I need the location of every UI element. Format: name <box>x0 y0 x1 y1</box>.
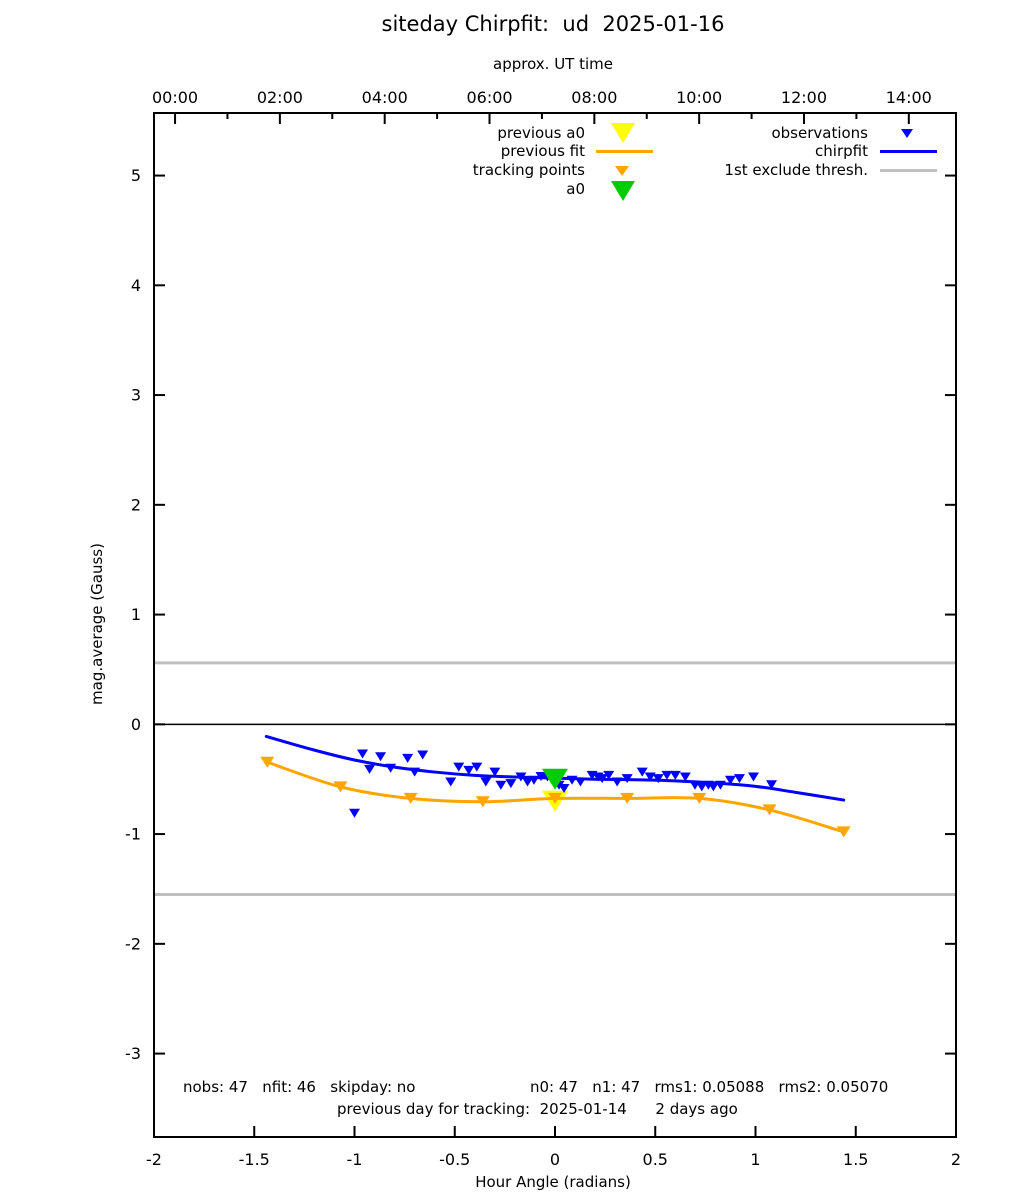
ut-axis-title: approx. UT time <box>493 55 613 73</box>
x-tick-label: 0.5 <box>643 1150 668 1169</box>
y-axis-title: mag.average (Gauss) <box>88 543 106 705</box>
observation-marker <box>471 762 483 772</box>
y-tick-label: -2 <box>125 934 141 953</box>
tracking-point-marker <box>475 796 490 808</box>
stats-counts: nobs: 47 nfit: 46 skipday: no <box>183 1078 416 1096</box>
observation-marker <box>495 780 507 790</box>
tracking-point-marker <box>333 781 348 793</box>
y-tick-label: 3 <box>131 386 141 405</box>
a0-marker <box>542 768 568 790</box>
x-axis-title: Hour Angle (radians) <box>475 1173 631 1191</box>
observation-marker <box>349 808 360 818</box>
previous-a0-legend-icon <box>611 123 635 143</box>
plot-border <box>153 112 957 1138</box>
ut-tick-label: 08:00 <box>571 88 617 107</box>
chirpfit-legend-icon <box>880 150 937 153</box>
y-tick-label: 0 <box>131 715 141 734</box>
y-tick-label: 5 <box>131 166 141 185</box>
observation-marker <box>661 770 673 780</box>
tracking-point-marker <box>762 804 777 816</box>
legend-label-previous-a0: previous a0 <box>497 124 585 142</box>
observation-marker <box>522 777 534 787</box>
a0-legend-icon <box>611 181 635 201</box>
ut-tick-label: 12:00 <box>781 88 827 107</box>
observation-marker <box>733 774 745 784</box>
ut-tick-label: 00:00 <box>152 88 198 107</box>
observation-marker <box>724 775 736 785</box>
y-tick-label: 4 <box>131 276 141 295</box>
observation-marker <box>505 779 517 789</box>
observation-marker <box>489 767 501 777</box>
x-tick-label: -2 <box>146 1150 162 1169</box>
ut-tick-label: 06:00 <box>466 88 512 107</box>
tracking-point-marker <box>836 826 851 838</box>
x-tick-label: 2 <box>951 1150 961 1169</box>
observation-marker <box>375 752 387 762</box>
y-tick-label: -3 <box>125 1044 141 1063</box>
stats-fit-quality: n0: 47 n1: 47 rms1: 0.05088 rms2: 0.0507… <box>530 1078 889 1096</box>
x-tick-label: 1 <box>750 1150 760 1169</box>
observation-marker <box>669 770 681 780</box>
y-tick-label: 2 <box>131 495 141 514</box>
tracking-point-marker <box>403 792 418 804</box>
x-tick-label: 1.5 <box>843 1150 868 1169</box>
observation-marker <box>766 780 778 790</box>
legend-label-exclude-thresh: 1st exclude thresh. <box>724 161 868 179</box>
legend-label-tracking-points: tracking points <box>472 161 585 179</box>
observation-marker <box>603 770 615 780</box>
observation-marker <box>644 772 656 782</box>
observations-legend-icon <box>901 129 913 138</box>
observation-marker <box>357 749 369 759</box>
observation-marker <box>417 750 429 760</box>
tracking-point-marker <box>692 792 707 804</box>
observation-marker <box>402 753 414 763</box>
exclude-thresh-legend-icon <box>880 169 937 172</box>
observation-marker <box>445 777 457 787</box>
observation-marker <box>453 762 465 772</box>
x-tick-label: 0 <box>550 1150 560 1169</box>
previous-fit-legend-icon <box>596 150 653 153</box>
observation-marker <box>636 767 648 777</box>
observation-marker <box>679 772 691 782</box>
x-tick-label: -0.5 <box>439 1150 470 1169</box>
observation-marker <box>480 777 492 787</box>
tracking-points-legend-icon <box>615 166 629 176</box>
legend-label-chirpfit: chirpfit <box>815 142 868 160</box>
y-tick-label: 1 <box>131 605 141 624</box>
observation-marker <box>747 772 759 782</box>
observation-marker <box>364 764 376 774</box>
tracking-point-marker <box>548 792 562 804</box>
observation-marker <box>463 765 475 775</box>
ut-tick-label: 10:00 <box>676 88 722 107</box>
page-title: siteday Chirpfit: ud 2025-01-16 <box>381 12 725 36</box>
observation-marker <box>696 782 708 792</box>
ut-tick-label: 02:00 <box>257 88 303 107</box>
legend-label-observations: observations <box>771 124 868 142</box>
y-tick-label: -1 <box>125 825 141 844</box>
stats-previous-day: previous day for tracking: 2025-01-14 2 … <box>337 1100 738 1118</box>
observation-marker <box>652 774 664 784</box>
tracking-point-marker <box>620 792 635 804</box>
observation-marker <box>707 782 719 792</box>
ut-tick-label: 04:00 <box>362 88 408 107</box>
legend-label-previous-fit: previous fit <box>500 142 585 160</box>
legend-label-a0: a0 <box>566 180 585 198</box>
ut-tick-label: 14:00 <box>886 88 932 107</box>
x-tick-label: -1.5 <box>239 1150 270 1169</box>
tracking-point-marker <box>260 756 275 768</box>
x-tick-label: -1 <box>347 1150 363 1169</box>
observation-marker <box>558 784 570 794</box>
